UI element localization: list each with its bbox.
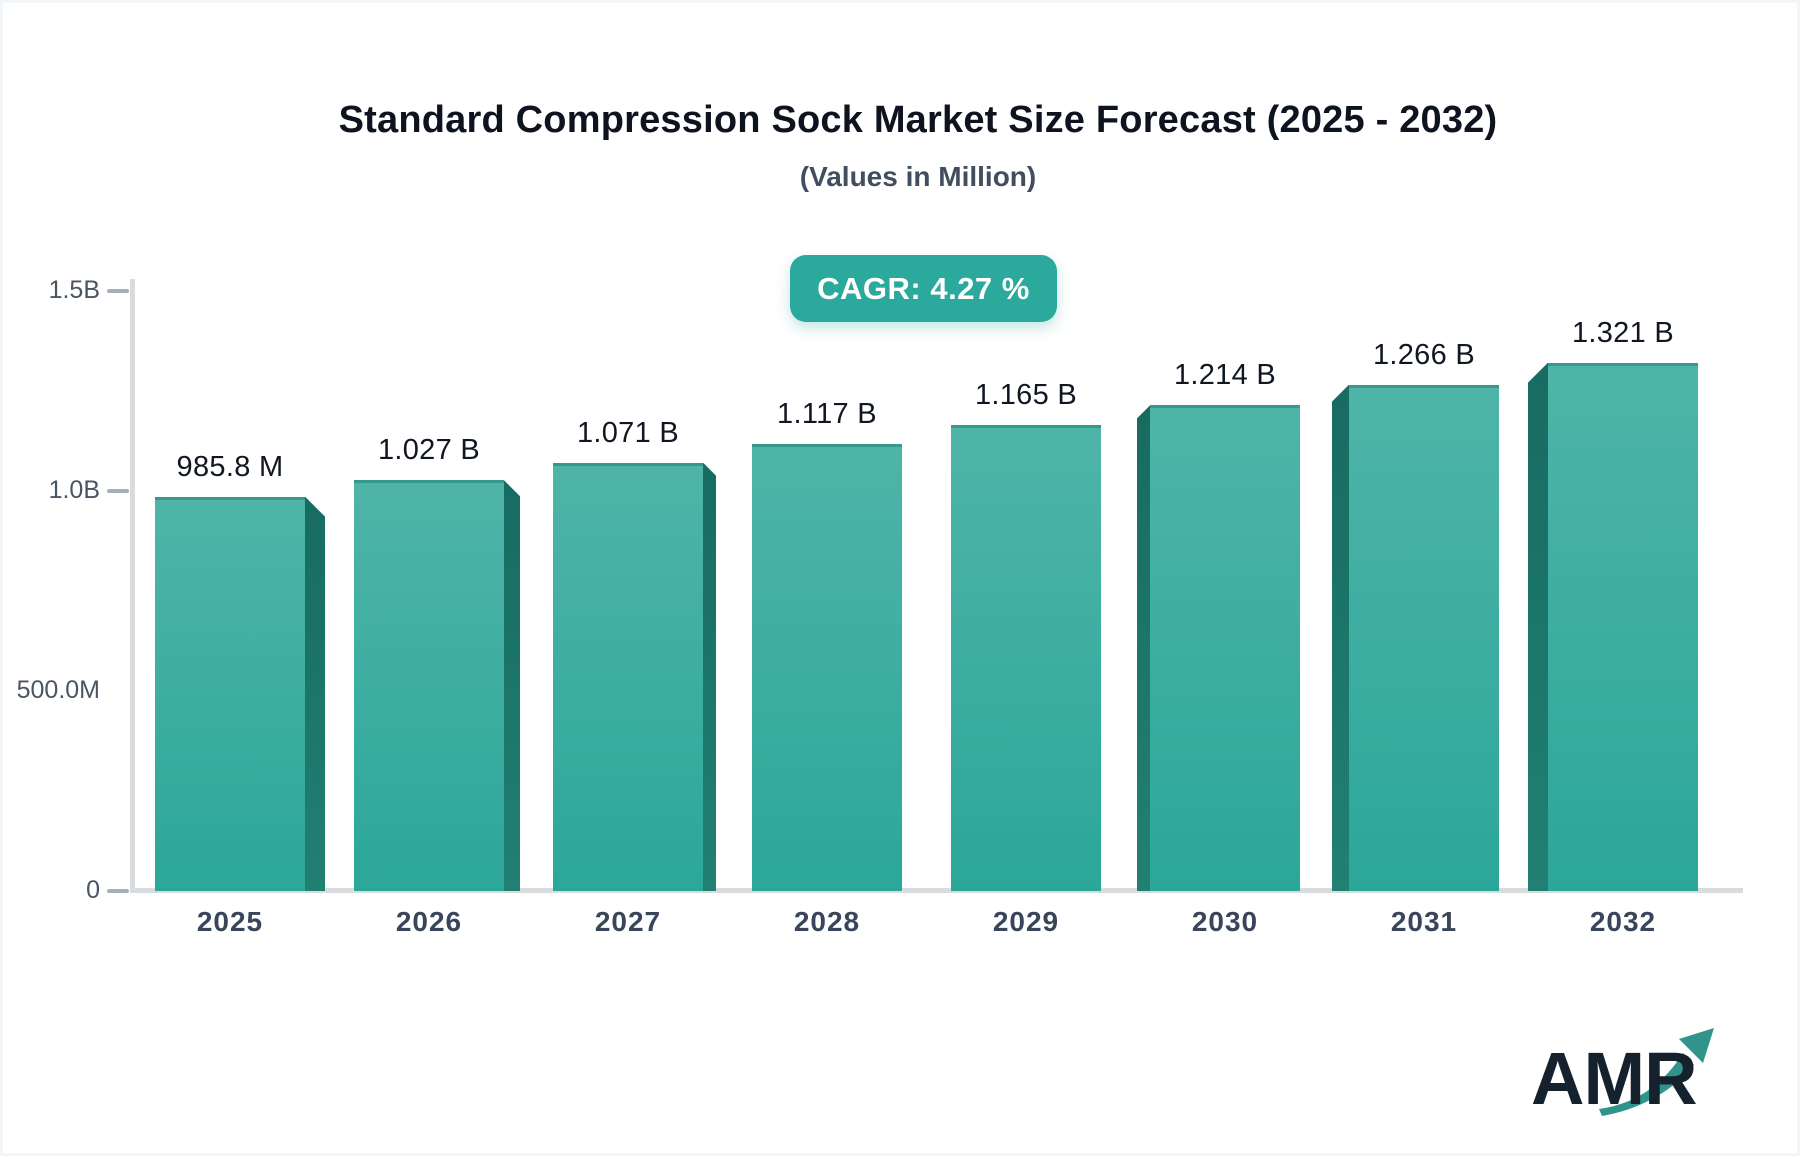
logo-amr-text: AMR: [1531, 1037, 1698, 1120]
bar: [354, 480, 504, 891]
growth-arrow-icon: [1599, 1028, 1714, 1116]
x-axis-baseline: [130, 888, 1743, 893]
y-tick-dash: [107, 489, 129, 493]
bar-value-label: 1.071 B: [576, 416, 680, 449]
x-tick-label: 2030: [1191, 906, 1259, 937]
bar: [553, 462, 703, 891]
x-tick-label: 2026: [395, 906, 463, 937]
x-tick-label: 2032: [1589, 906, 1657, 937]
bar-side-face: [1528, 362, 1548, 891]
y-tick-label: 500.0M: [16, 676, 100, 704]
bar: [1349, 384, 1499, 891]
bar-value-label: 1.165 B: [974, 379, 1078, 411]
bar: [1150, 405, 1300, 891]
y-tick-label: 0: [86, 876, 100, 904]
bar: [752, 444, 902, 891]
bar-value-label: 985.8 M: [176, 450, 284, 483]
bar-value-label: 1.266 B: [1372, 338, 1476, 371]
bar-side-face: [305, 496, 325, 891]
x-tick-label: 2025: [196, 906, 264, 937]
bar-value-label: 1.214 B: [1173, 359, 1277, 392]
x-tick-label: 2027: [594, 906, 662, 937]
chart-card: Standard Compression Sock Market Size Fo…: [3, 3, 1797, 1153]
chart-subtitle: (Values in Million): [799, 161, 1037, 192]
bar: [951, 425, 1101, 891]
bar-value-label: 1.027 B: [377, 434, 481, 467]
x-tick-label: 2031: [1390, 906, 1458, 937]
bar: [1548, 362, 1698, 891]
bar-side-face: [1332, 384, 1349, 891]
bar-side-face: [703, 462, 716, 891]
x-tick-label: 2028: [793, 906, 861, 937]
y-tick-label: 1.0B: [48, 476, 100, 504]
bar-side-face: [504, 480, 520, 891]
y-axis-line: [130, 279, 135, 891]
bar-side-face: [1137, 405, 1150, 891]
bar-value-label: 1.321 B: [1571, 316, 1675, 349]
y-tick-label: 1.5B: [48, 276, 100, 304]
cagr-badge: CAGR: 4.27 %: [790, 255, 1057, 322]
bar-value-label: 1.117 B: [777, 398, 877, 431]
bar: [155, 496, 305, 891]
y-tick-dash: [107, 289, 129, 293]
chart-title: Standard Compression Sock Market Size Fo…: [338, 99, 1498, 141]
y-tick-dash: [107, 889, 129, 893]
x-tick-label: 2029: [992, 906, 1060, 937]
